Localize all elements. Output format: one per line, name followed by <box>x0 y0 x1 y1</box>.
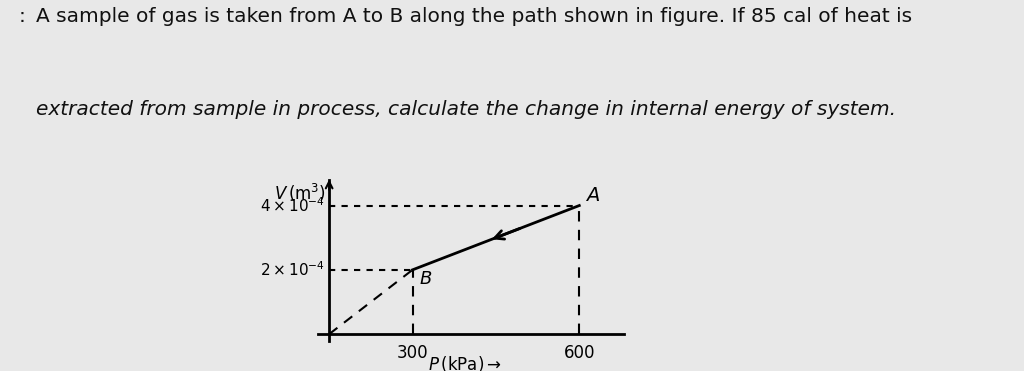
Text: extracted from sample in process, calculate the change in internal energy of sys: extracted from sample in process, calcul… <box>36 100 896 119</box>
Text: $2 \times 10^{-4}$: $2 \times 10^{-4}$ <box>260 260 325 279</box>
Text: $4 \times 10^{-4}$: $4 \times 10^{-4}$ <box>260 196 325 215</box>
Text: 600: 600 <box>563 344 595 362</box>
Text: $V\,(\mathrm{m}^3)$: $V\,(\mathrm{m}^3)$ <box>273 181 326 204</box>
Text: :: : <box>18 7 26 26</box>
Text: A sample of gas is taken from A to B along the path shown in figure. If 85 cal o: A sample of gas is taken from A to B alo… <box>36 7 912 26</box>
Text: 300: 300 <box>396 344 428 362</box>
Text: A: A <box>586 186 599 204</box>
Text: $P\,\mathrm{(kPa)} \rightarrow$: $P\,\mathrm{(kPa)} \rightarrow$ <box>428 354 503 371</box>
Text: B: B <box>419 270 431 289</box>
